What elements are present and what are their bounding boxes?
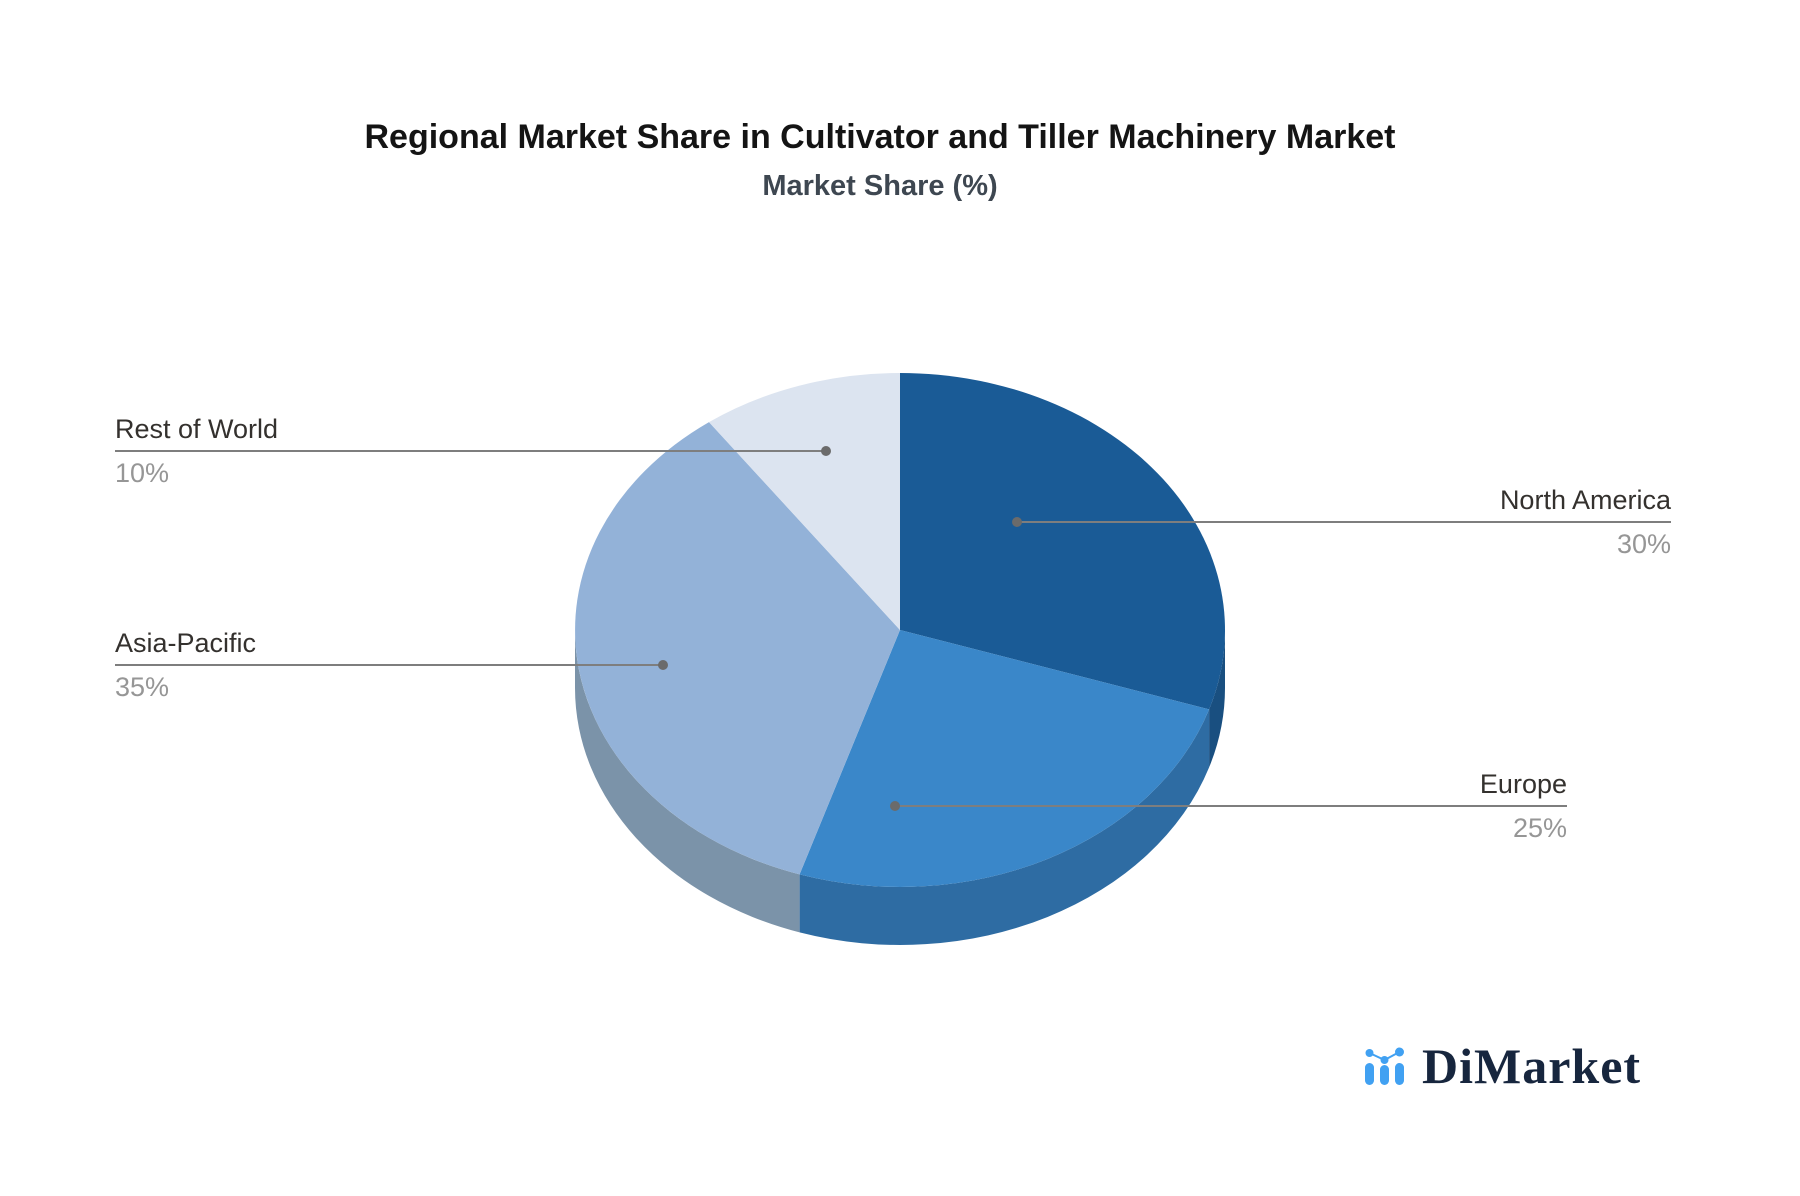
slice-label-europe: Europe — [1479, 769, 1567, 799]
pie-slice-north-america[interactable] — [900, 373, 1225, 710]
logo-bar-line-chart-icon — [1365, 1047, 1404, 1085]
pie-slice-europe[interactable] — [799, 630, 1210, 887]
slice-label-rest-of-world: Rest of World — [115, 414, 279, 444]
leader-dot — [1012, 517, 1022, 527]
leader-dot — [821, 446, 831, 456]
callout-rest-of-world: Rest of World 10% — [115, 414, 278, 488]
slice-value-north-america: 30% — [1616, 529, 1671, 559]
logo: DiMarket — [1362, 1038, 1642, 1094]
pie-slice-asia-pacific[interactable] — [575, 422, 900, 875]
callout-asia-pacific: Asia-Pacific 35% — [115, 628, 256, 702]
slice-value-europe: 25% — [1512, 813, 1567, 843]
chart-title: Regional Market Share in Cultivator and … — [364, 118, 1396, 156]
pie-slice-side — [1209, 630, 1225, 768]
leader-dot — [658, 660, 668, 670]
slice-value-asia-pacific: 35% — [115, 672, 170, 702]
leader-dot — [890, 801, 900, 811]
pie-slice-rest-of-world[interactable] — [709, 373, 900, 630]
slice-label-north-america: North America — [1499, 485, 1671, 515]
pie-slice-side — [575, 630, 800, 933]
slice-value-rest-of-world: 10% — [115, 458, 170, 488]
callout-europe: Europe 25% — [1480, 769, 1567, 843]
callout-north-america: North America 30% — [1500, 485, 1671, 559]
logo-text: DiMarket — [1422, 1038, 1642, 1094]
slice-label-asia-pacific: Asia-Pacific — [115, 628, 257, 658]
chart-subtitle: Market Share (%) — [762, 170, 998, 202]
pie-slice-side — [799, 709, 1210, 945]
